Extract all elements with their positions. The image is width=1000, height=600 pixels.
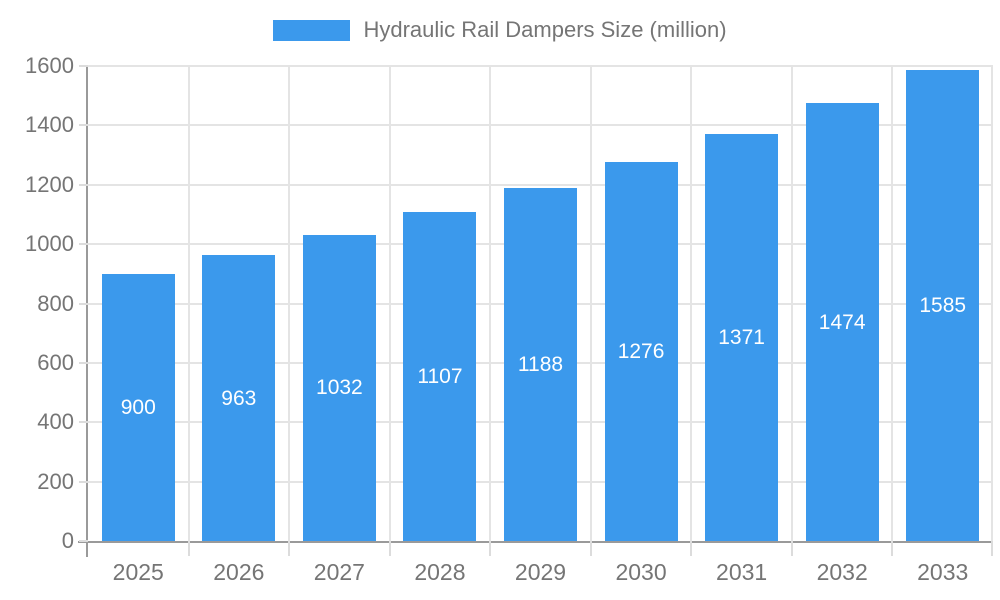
y-tick-mark [79,540,88,542]
y-tick-label: 1000 [25,231,74,257]
x-tick-mark [288,541,291,556]
x-tick-mark [991,541,993,556]
bar[interactable]: 1188 [504,188,577,541]
legend[interactable]: Hydraulic Rail Dampers Size (million) [0,19,1000,41]
x-tick-mark [388,541,391,556]
y-tick-label: 600 [37,349,74,375]
bar-value-label: 1107 [417,365,463,389]
bar[interactable]: 1032 [302,234,376,541]
bar[interactable]: 1276 [604,162,678,541]
gridline-v [690,65,693,541]
x-axis-line [78,541,993,543]
bar-value-label: 1474 [818,310,866,334]
y-tick-mark [79,361,88,364]
x-tick-label: 2026 [213,559,265,585]
bar-value-label: 1188 [517,353,564,377]
legend-swatch [273,19,351,41]
x-tick-mark [187,541,190,556]
bar[interactable]: 1585 [906,70,980,541]
x-tick-label: 2031 [716,559,768,585]
x-tick-mark [790,541,793,556]
y-tick-label: 400 [37,409,74,435]
y-tick-label: 1400 [25,112,74,138]
y-tick-label: 0 [61,528,74,553]
y-axis-line [86,65,88,557]
gridline-h [88,124,993,127]
bar-value-label: 1276 [617,340,665,364]
x-tick-label: 2032 [816,559,868,585]
bar-value-label: 1371 [718,325,765,349]
x-tick-label: 2025 [112,559,164,585]
x-tick-label: 2027 [313,559,365,585]
bar[interactable]: 1371 [705,133,779,541]
gridline-v [891,65,894,541]
bar[interactable]: 1474 [805,103,879,541]
gridline-v [589,65,592,541]
y-tick-mark [79,65,88,67]
x-tick-label: 2030 [615,559,667,585]
x-tick-label: 2029 [514,559,567,585]
x-tick-mark [891,541,894,556]
gridline-v [489,65,492,541]
gridline-h [88,65,993,67]
bar[interactable]: 1107 [403,212,477,541]
x-tick-label: 2033 [917,559,969,585]
y-tick-label: 200 [37,468,74,494]
x-tick-mark [589,541,592,556]
y-tick-label: 800 [37,290,74,316]
y-tick-mark [79,243,88,246]
y-tick-mark [79,421,88,424]
x-tick-mark [690,541,693,556]
gridline-v [991,65,993,541]
y-tick-mark [79,302,88,305]
y-tick-mark [79,480,88,483]
x-tick-label: 2028 [414,559,466,585]
y-tick-mark [79,124,88,127]
bar-value-label: 1585 [919,294,967,318]
gridline-v [288,65,291,541]
bar-value-label: 900 [120,395,156,419]
gridline-v [187,65,190,541]
y-tick-label: 1600 [25,53,74,78]
y-tick-mark [79,183,88,186]
plot-area: 0 200 400 600 800 1000 1200 1400 1600 900 2025 963 2… [25,55,993,584]
legend-label: Hydraulic Rail Dampers Size (million) [363,17,727,42]
gridline-v [790,65,793,541]
bar-value-label: 1032 [316,376,363,400]
bar-value-label: 963 [221,386,257,410]
x-tick-mark [489,541,492,556]
gridline-v [388,65,391,541]
bar[interactable]: 963 [202,255,276,541]
gridline-h [88,183,993,186]
y-tick-label: 1200 [25,171,74,197]
bar[interactable]: 900 [101,273,175,541]
